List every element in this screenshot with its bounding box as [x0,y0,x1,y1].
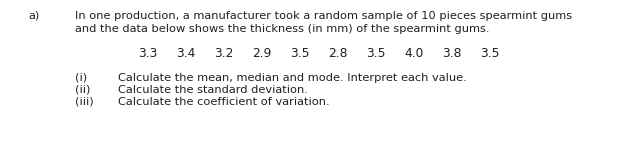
Text: 2.8: 2.8 [328,47,348,60]
Text: 3.2: 3.2 [214,47,234,60]
Text: 3.5: 3.5 [366,47,386,60]
Text: 3.4: 3.4 [176,47,196,60]
Text: and the data below shows the thickness (in mm) of the spearmint gums.: and the data below shows the thickness (… [75,24,489,34]
Text: Calculate the coefficient of variation.: Calculate the coefficient of variation. [118,97,329,107]
Text: 2.9: 2.9 [253,47,272,60]
Text: 3.8: 3.8 [442,47,462,60]
Text: (ii): (ii) [75,85,91,95]
Text: a): a) [28,11,39,21]
Text: 3.5: 3.5 [480,47,500,60]
Text: Calculate the standard deviation.: Calculate the standard deviation. [118,85,308,95]
Text: 3.5: 3.5 [290,47,310,60]
Text: 4.0: 4.0 [404,47,424,60]
Text: (iii): (iii) [75,97,94,107]
Text: Calculate the mean, median and mode. Interpret each value.: Calculate the mean, median and mode. Int… [118,73,467,83]
Text: In one production, a manufacturer took a random sample of 10 pieces spearmint gu: In one production, a manufacturer took a… [75,11,572,21]
Text: 3.3: 3.3 [138,47,158,60]
Text: (i): (i) [75,73,87,83]
